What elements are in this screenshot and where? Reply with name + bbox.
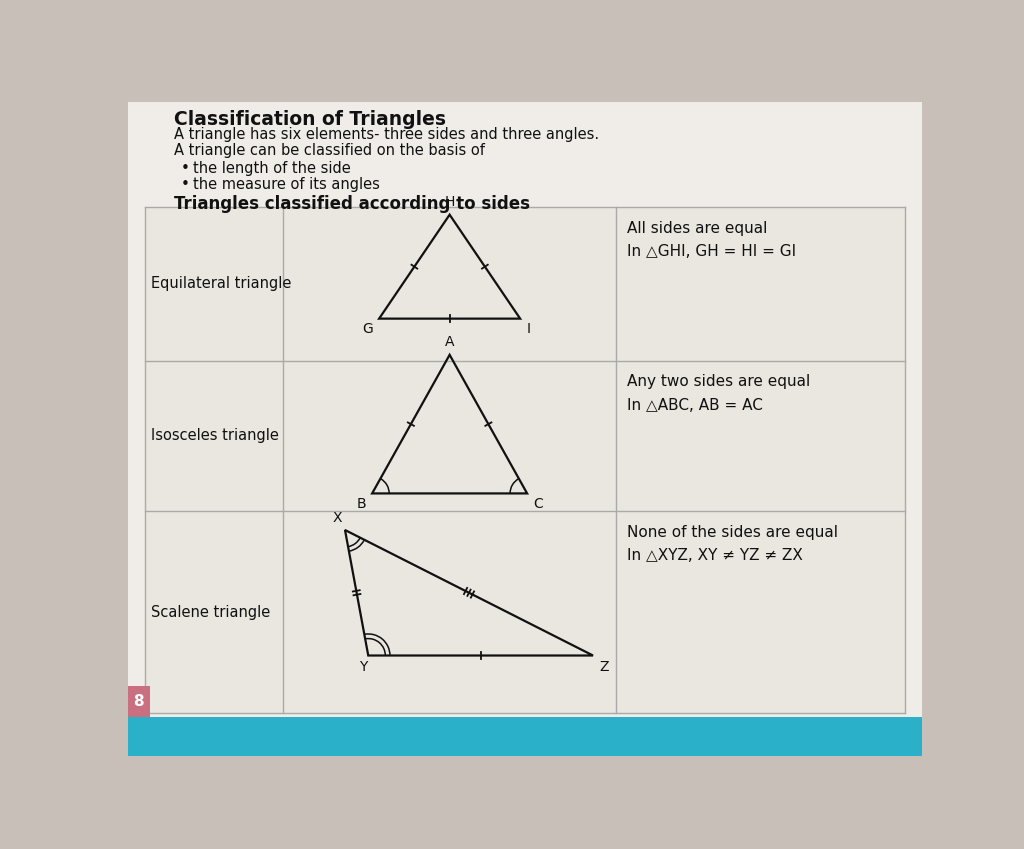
Polygon shape	[145, 207, 283, 361]
Text: In △ABC, AB = AC: In △ABC, AB = AC	[627, 397, 763, 413]
Text: C: C	[534, 498, 543, 511]
Polygon shape	[616, 207, 904, 361]
Text: G: G	[362, 323, 373, 336]
Text: Y: Y	[359, 661, 368, 674]
Text: Equilateral triangle: Equilateral triangle	[152, 277, 292, 291]
Polygon shape	[283, 511, 616, 713]
Polygon shape	[283, 361, 616, 511]
Text: •: •	[180, 177, 189, 192]
Text: B: B	[356, 498, 366, 511]
Text: •: •	[180, 161, 189, 177]
Text: Scalene triangle: Scalene triangle	[152, 604, 270, 620]
Text: A triangle can be classified on the basis of: A triangle can be classified on the basi…	[174, 143, 485, 159]
Text: I: I	[526, 323, 530, 336]
Polygon shape	[145, 361, 283, 511]
Text: Isosceles triangle: Isosceles triangle	[152, 428, 280, 443]
Polygon shape	[283, 207, 616, 361]
Text: A: A	[444, 335, 455, 350]
Text: 8: 8	[133, 694, 144, 709]
Text: In △GHI, GH = HI = GI: In △GHI, GH = HI = GI	[627, 245, 797, 259]
Text: X: X	[333, 511, 342, 526]
Polygon shape	[616, 511, 904, 713]
Text: the length of the side: the length of the side	[194, 161, 351, 177]
Polygon shape	[128, 102, 922, 717]
Text: Classification of Triangles: Classification of Triangles	[174, 110, 446, 129]
Polygon shape	[145, 511, 283, 713]
Text: All sides are equal: All sides are equal	[627, 222, 767, 236]
Bar	[128, 686, 150, 717]
Text: Z: Z	[599, 661, 608, 674]
Text: None of the sides are equal: None of the sides are equal	[627, 525, 838, 540]
Bar	[128, 717, 922, 756]
Text: the measure of its angles: the measure of its angles	[194, 177, 380, 192]
Text: A triangle has six elements- three sides and three angles.: A triangle has six elements- three sides…	[174, 127, 600, 142]
Text: In △XYZ, XY ≠ YZ ≠ ZX: In △XYZ, XY ≠ YZ ≠ ZX	[627, 548, 803, 563]
Text: H: H	[444, 195, 455, 210]
Text: Triangles classified according to sides: Triangles classified according to sides	[174, 195, 530, 213]
Text: Any two sides are equal: Any two sides are equal	[627, 374, 810, 390]
Polygon shape	[616, 361, 904, 511]
